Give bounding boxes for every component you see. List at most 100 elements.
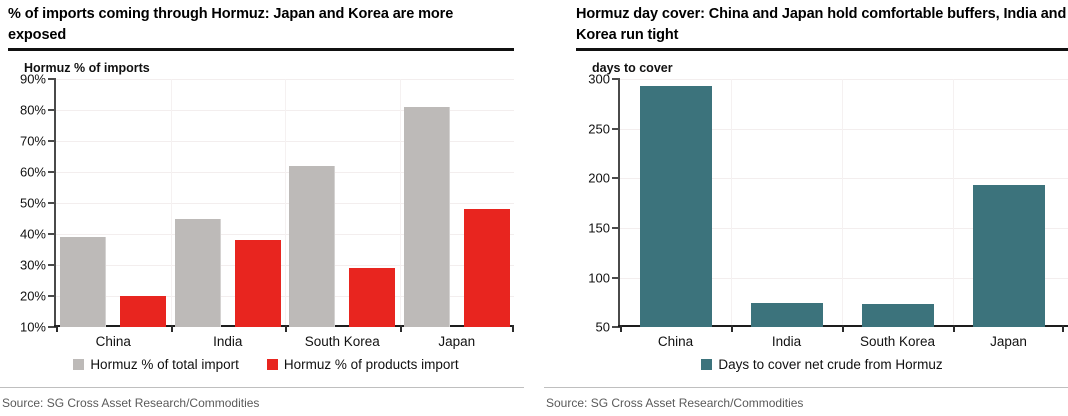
source-divider-right: [544, 387, 1068, 388]
y-tick-mark: [48, 233, 56, 236]
bar-japan-1: [403, 107, 450, 328]
x-tick-mark: [56, 325, 58, 333]
x-tick-label: India: [771, 334, 802, 350]
legend-left: Hormuz % of total import Hormuz % of prod…: [8, 357, 514, 372]
gridline-horizontal: [620, 79, 1068, 81]
source-note-right: Source: SG Cross Asset Research/Commodit…: [546, 396, 804, 410]
y-tick-mark: [48, 295, 56, 298]
plot-area-right: 50 100 150 200 250 300: [576, 72, 1068, 335]
y-tick-mark: [48, 109, 56, 112]
bars-container-left: [54, 79, 514, 333]
title-divider-left: [8, 48, 514, 52]
gridline-horizontal: [620, 277, 1068, 279]
gridline-vertical: [953, 79, 954, 328]
page-title-right: Hormuz day cover: China and Japan hold c…: [576, 6, 1067, 43]
x-tick-mark: [842, 325, 844, 333]
y-axis-line-left: [48, 78, 56, 329]
y-tick-label: 10%: [19, 319, 46, 335]
gridline-horizontal: [620, 178, 1068, 180]
y-tick-mark: [612, 177, 620, 180]
legend-swatch-icon: [701, 359, 713, 371]
bar-india-1: [174, 218, 221, 328]
y-axis-line-right: [612, 78, 620, 329]
y-axis-labels-right: 50 100 150 200 250 300: [576, 72, 616, 335]
x-tick-mark: [731, 325, 733, 333]
y-tick-label: 200: [588, 170, 610, 186]
x-tick-label: South Korea: [859, 334, 936, 350]
x-axis-line-left: [54, 325, 514, 328]
panel-imports-share: % of imports coming through Hormuz: Japa…: [0, 6, 524, 410]
x-axis-labels-left: China India South Korea Japan: [8, 334, 514, 356]
bar-china-1: [639, 86, 712, 328]
legend-swatch-icon: [266, 359, 278, 371]
y-tick-mark: [48, 326, 56, 329]
legend-label: Days to cover net crude from Hormuz: [718, 357, 943, 373]
y-tick-label: 150: [588, 220, 610, 236]
y-tick-label: 40%: [19, 226, 46, 242]
source-divider-left: [0, 387, 524, 388]
x-tick-label: Japan: [990, 334, 1027, 350]
plot-area-left: 10% 20% 30% 40% 50% 60% 70% 80% 90%: [8, 72, 514, 335]
x-tick-label: China: [657, 334, 694, 350]
y-tick-label: 250: [588, 121, 610, 137]
y-tick-label: 30%: [19, 257, 46, 273]
x-tick-mark: [1062, 325, 1064, 333]
title-divider-right: [576, 48, 1068, 52]
y-tick-label: 300: [588, 71, 610, 87]
page-title-left: % of imports coming through Hormuz: Japa…: [8, 6, 454, 43]
bar-china-2: [120, 296, 167, 328]
y-tick-mark: [48, 140, 56, 143]
y-tick-mark: [48, 171, 56, 174]
panel-day-cover: Hormuz day cover: China and Japan hold c…: [534, 0, 1068, 416]
bar-china-1: [60, 237, 107, 328]
y-tick-mark: [48, 78, 56, 81]
source-note-left: Source: SG Cross Asset Research/Commodit…: [2, 396, 260, 410]
bar-south-korea-2: [349, 268, 396, 328]
x-tick-mark: [170, 325, 173, 333]
x-tick-mark: [512, 325, 514, 333]
y-tick-mark: [612, 276, 620, 279]
y-tick-mark: [48, 264, 56, 267]
y-axis-labels-left: 10% 20% 30% 40% 50% 60% 70% 80% 90%: [8, 72, 52, 335]
y-tick-mark: [612, 326, 620, 329]
legend-label: Hormuz % of products import: [283, 357, 459, 373]
y-tick-label: 60%: [19, 164, 46, 180]
y-tick-label: 90%: [19, 71, 46, 87]
y-tick-mark: [612, 127, 620, 130]
gridline-vertical: [170, 79, 172, 328]
legend-item[interactable]: Hormuz % of products import: [266, 357, 459, 373]
y-tick-label: 50%: [19, 195, 46, 211]
legend-right: Days to cover net crude from Hormuz: [576, 357, 1068, 372]
gridline-horizontal: [620, 227, 1068, 229]
y-tick-label: 20%: [19, 288, 46, 304]
bar-south-korea-1: [861, 304, 934, 328]
x-tick-label: India: [213, 334, 243, 350]
gridline-horizontal: [620, 128, 1068, 130]
y-axis-title-right: days to cover: [592, 61, 673, 76]
gridline-vertical: [399, 79, 401, 328]
bars-container-right: [618, 79, 1068, 333]
x-tick-mark: [399, 325, 402, 333]
bar-south-korea-1: [289, 165, 336, 328]
x-tick-mark: [620, 325, 622, 333]
gridline-vertical: [842, 79, 843, 328]
x-tick-mark: [285, 325, 287, 333]
legend-item[interactable]: Hormuz % of total import: [73, 357, 239, 372]
gridline-vertical: [731, 79, 732, 328]
x-axis-labels-right: China India South Korea Japan: [576, 334, 1068, 356]
y-tick-mark: [612, 78, 620, 81]
y-tick-label: 50: [595, 319, 610, 335]
gridline-vertical: [285, 79, 286, 328]
bar-india-2: [234, 240, 281, 328]
legend-item[interactable]: Days to cover net crude from Hormuz: [701, 357, 943, 373]
y-tick-label: 100: [588, 270, 610, 286]
x-tick-label: South Korea: [304, 334, 380, 350]
bar-japan-2: [463, 209, 510, 328]
x-tick-label: Japan: [438, 334, 476, 350]
bar-japan-1: [972, 185, 1045, 328]
x-tick-mark: [953, 325, 955, 333]
legend-label: Hormuz % of total import: [90, 357, 239, 373]
legend-swatch-icon: [73, 359, 85, 371]
y-tick-mark: [48, 202, 56, 205]
